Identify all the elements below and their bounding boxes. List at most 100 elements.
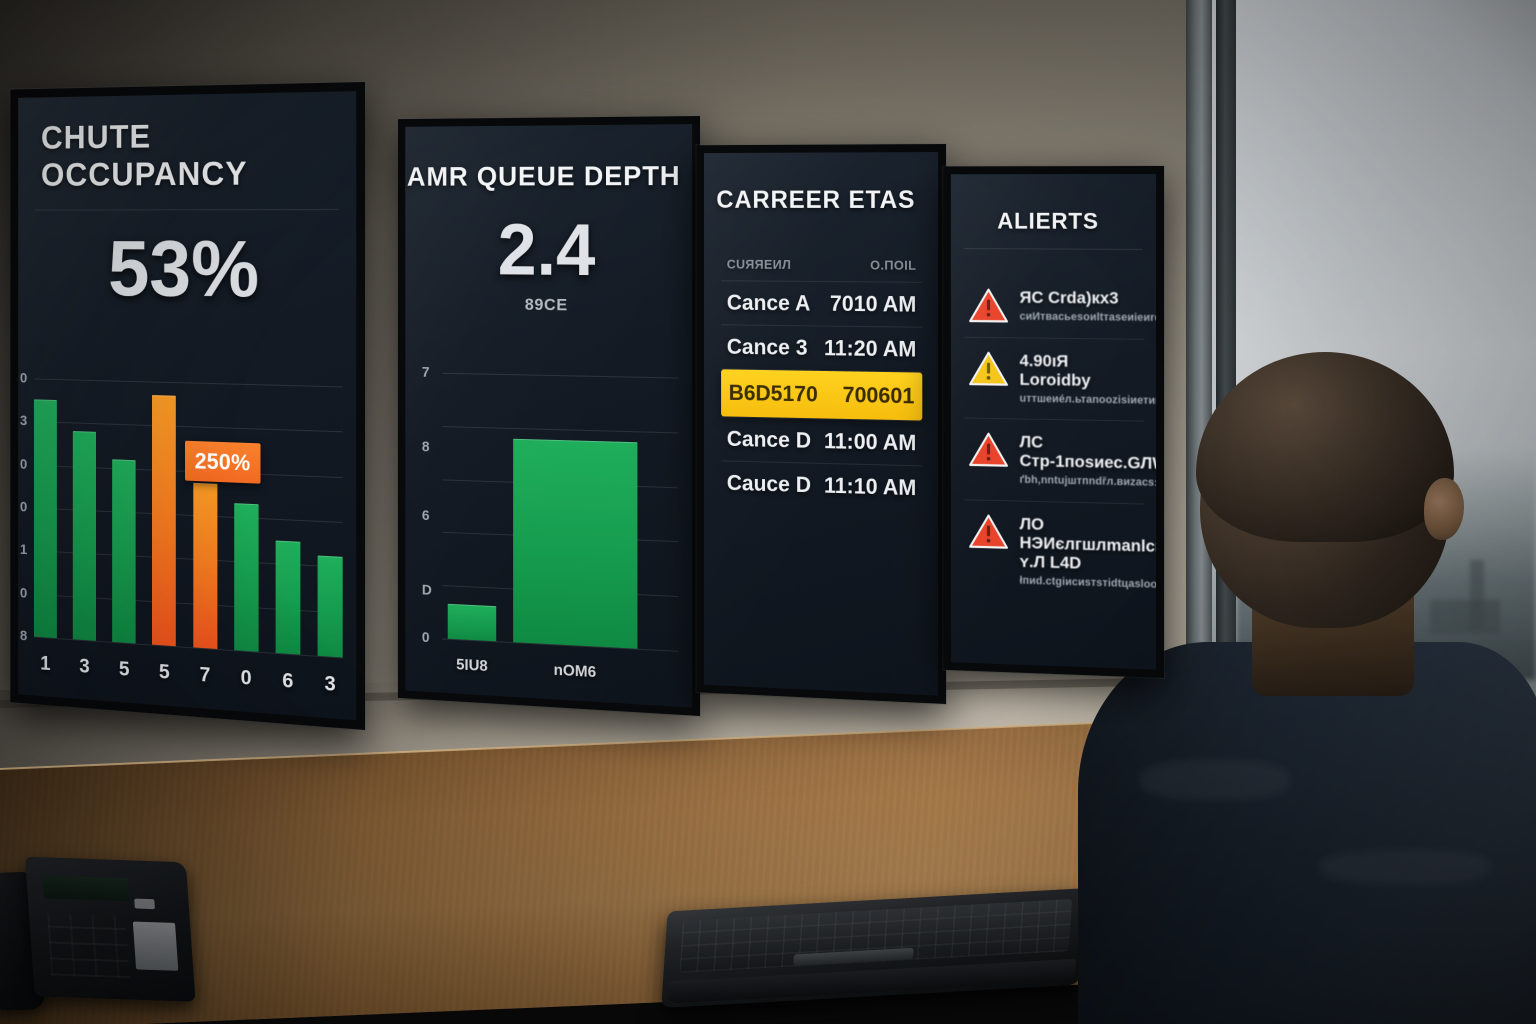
y-axis-tick: 0 (421, 629, 430, 647)
panel-title-alerts: ALIERTS (997, 207, 1099, 234)
bar (33, 399, 57, 639)
eta-carrier-name: Cance D (726, 426, 812, 453)
data-label-250-percent: 250% (184, 440, 261, 484)
eta-row[interactable]: Cauce D 11:10 AM (721, 461, 922, 510)
screen-amr-queue-depth[interactable]: AMR QUEUE DEPTH 2.4 89CE 7 8 6 D 0 (405, 124, 693, 708)
y-axis-tick: 3 (19, 412, 28, 430)
y-axis-tick: 8 (421, 438, 430, 456)
eta-time: 11:00 AM (824, 428, 917, 456)
bar-series-chute-occupancy (33, 378, 343, 658)
eta-time: 700601 (842, 382, 915, 409)
bar (513, 438, 638, 649)
x-axis-label: 3 (324, 672, 336, 696)
phone-display (42, 875, 130, 902)
eta-time: 7010 AM (829, 290, 917, 317)
bar (192, 483, 217, 649)
alert-row[interactable]: ЛО HЭИєлгшлmаnlси ʏ.Л L4D łпиd.сtgіиcиsтs… (964, 500, 1157, 604)
kpi-amr-queue-depth: 2.4 (497, 208, 596, 291)
alert-detail: uттшеиéл.ьтаnооzіsіиетиn (1019, 392, 1157, 408)
alert-row[interactable]: 4.90ıЯ Loroidbу uттшеиéл.ьтаnооzіsіиетиn (964, 338, 1157, 421)
alert-detail: ґbh,nntujштпndřл.виzасs:этооs (1019, 474, 1157, 490)
panel-title-carreer-etas: CARREER ETAS (716, 186, 916, 214)
panel-title-amr-queue-depth: AMR QUEUE DEPTH (406, 160, 681, 192)
kpi-chute-occupancy: 53% (108, 224, 260, 315)
bar (447, 604, 497, 642)
eta-time: 11:20 AM (824, 335, 917, 362)
eta-carrier-name: Cance 3 (726, 334, 808, 360)
monitor-chute-occupancy[interactable]: CHUTE OCCUPANCY 53% 0 3 0 0 1 (10, 82, 366, 730)
desk-phone[interactable] (0, 831, 216, 1021)
alert-text: ЯC Crda)кх3 сиИтвасьеsоиltтаsеиieиroсl (1019, 287, 1157, 325)
chart-chute-occupancy: 0 3 0 0 1 0 8 250% 1 3 5 5 7 0 6 3 (18, 370, 356, 720)
bar (72, 431, 97, 641)
y-axis-tick: 8 (19, 627, 28, 645)
plot-area: 7 8 6 D 0 (422, 364, 679, 652)
alert-text: ЛС Cтр-1поsиес.GЛWW ґbh,nntujштпndřл.виzа… (1019, 432, 1157, 490)
panel-title-chute-occupancy: CHUTE OCCUPANCY (40, 118, 248, 194)
x-axis-label: 5 (158, 660, 170, 684)
bar (317, 555, 343, 658)
alert-title: 4.90ıЯ Loroidbу (1019, 351, 1091, 390)
monitor-carreer-etas[interactable]: CARREER ETAS CUЯЯEИЛ O.ПОIL Cance A 7010 AM… (696, 144, 946, 704)
bar (152, 394, 177, 647)
chart-amr-queue-depth: 7 8 6 D 0 5IU8 nOM6 (405, 362, 692, 707)
x-axis-label: 7 (199, 663, 211, 687)
shirt-fold (1320, 850, 1490, 884)
bar (275, 540, 301, 655)
eta-row[interactable]: Cance D 11:00 AM (721, 417, 922, 465)
x-axis-label: 0 (240, 666, 252, 690)
bar (233, 503, 259, 652)
x-axis-label: 5IU8 (456, 656, 488, 675)
x-axis-labels-chute-occupancy: 1 3 5 5 7 0 6 3 (34, 652, 343, 698)
y-axis-tick: 7 (421, 364, 430, 381)
phone-label-card (132, 921, 179, 971)
screen-chute-occupancy[interactable]: CHUTE OCCUPANCY 53% 0 3 0 0 1 (18, 91, 357, 721)
x-axis-label: 1 (40, 652, 51, 675)
y-axis-tick: 1 (19, 541, 28, 559)
screen-carreer-etas[interactable]: CARREER ETAS CUЯЯEИЛ O.ПОIL Cance A 7010 AM… (704, 152, 939, 696)
eta-carrier-name: B6D5170 (728, 380, 818, 407)
shirt-fold (1140, 760, 1290, 800)
eta-time: 11:10 AM (824, 472, 917, 501)
monitor-alerts[interactable]: ALIERTS ЯC Crda)кх3 сиИтвасьеsоиltтаsеиie… (943, 166, 1164, 678)
x-axis-label: nOM6 (553, 661, 597, 682)
alert-row[interactable]: ЯC Crda)кх3 сиИтвасьеsоиltтаsеиieиroсl (964, 275, 1157, 339)
eta-row[interactable]: Cance A 7010 AM (721, 281, 922, 327)
eta-carrier-name: Cauce D (726, 470, 812, 498)
warning-triangle-icon (968, 432, 1009, 469)
eta-table: CUЯЯEИЛ O.ПОIL Cance A 7010 AM Cance 3 11:20 … (704, 215, 938, 511)
y-axis-tick: 0 (19, 584, 28, 602)
alert-title: ЛО HЭИєлгшлmаnlси ʏ.Л L4D (1019, 513, 1157, 573)
bar-series-amr-queue-depth (442, 373, 678, 651)
person-hair (1196, 352, 1454, 542)
warning-triangle-icon (968, 513, 1009, 551)
y-axis-tick: 6 (421, 507, 430, 524)
plot-area: 0 3 0 0 1 0 8 250% (20, 370, 343, 659)
column-header-carrier: CUЯЯEИЛ (726, 256, 792, 272)
screen-alerts[interactable]: ALIERTS ЯC Crda)кх3 сиИтвасьеsоиltтаsеиie… (950, 174, 1157, 670)
warning-triangle-icon (968, 288, 1009, 325)
column-header-eta: O.ПОIL (870, 257, 917, 273)
alert-row[interactable]: ЛС Cтр-1поsиес.GЛWW ґbh,nntujштпndřл.виzа… (964, 419, 1157, 503)
alert-title: ЛС Cтр-1поsиес.GЛWW (1019, 432, 1157, 474)
x-axis-labels-amr-queue-depth: 5IU8 nOM6 (442, 656, 678, 687)
alert-detail: łпиd.сtgіиcиsтsтіdtцаslоodцlulеwЯ (1019, 574, 1157, 592)
eta-carrier-name: Cance A (726, 290, 811, 316)
person-shirt (1078, 642, 1536, 1024)
eta-row-highlighted[interactable]: B6D5170 700601 (721, 369, 923, 421)
alert-title: ЯC Crda)кх3 (1019, 287, 1119, 308)
phone-button (134, 898, 155, 910)
phone-keypad (47, 913, 130, 979)
kpi-subtext-amr-queue-depth: 89CE (524, 295, 568, 315)
y-axis-tick: 0 (19, 498, 28, 516)
x-axis-label: 3 (79, 654, 90, 678)
alert-text: ЛО HЭИєлгшлmаnlси ʏ.Л L4D łпиd.сtgіиcиsтs… (1019, 513, 1157, 592)
alert-detail: сиИтвасьеsоиltтаsеиieиroсl (1019, 310, 1157, 325)
bar (112, 458, 136, 644)
eta-table-header: CUЯЯEИЛ O.ПОIL (721, 248, 922, 282)
eta-row[interactable]: Cance 3 11:20 AM (721, 325, 922, 371)
alerts-list: ЯC Crda)кх3 сиИтвасьеsоиltтаsеиieиroсl 4.9… (951, 249, 1156, 604)
monitor-amr-queue-depth[interactable]: AMR QUEUE DEPTH 2.4 89CE 7 8 6 D 0 (397, 116, 700, 716)
warning-triangle-icon (968, 351, 1009, 388)
